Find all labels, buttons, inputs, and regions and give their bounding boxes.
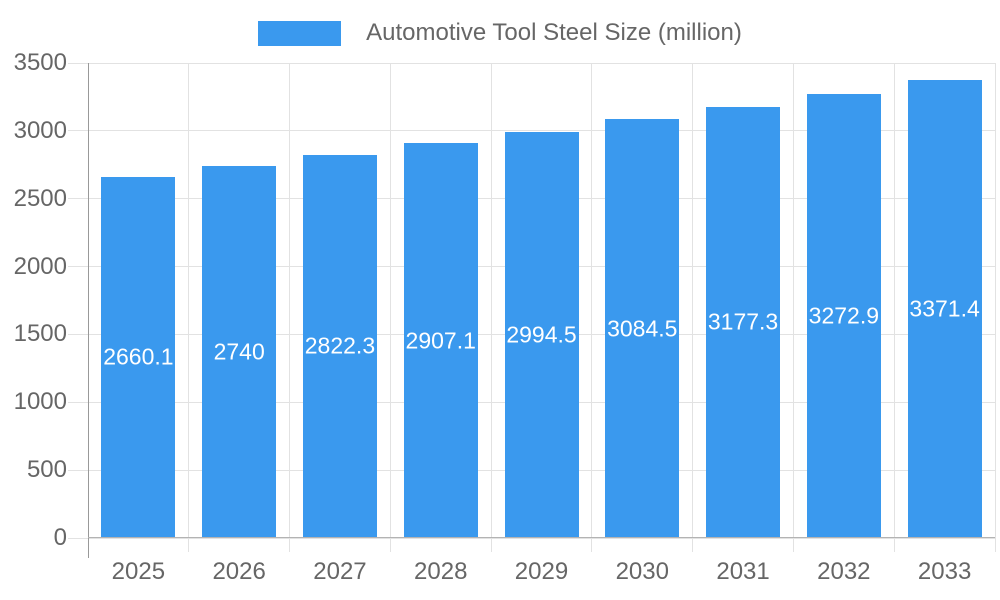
y-axis-tick-label: 1500: [13, 320, 67, 348]
x-axis-tick-label: 2028: [414, 558, 468, 585]
x-gridline: [994, 63, 996, 552]
legend-label[interactable]: Automotive Tool Steel Size (million): [366, 19, 742, 46]
bar[interactable]: [101, 176, 176, 538]
x-gridline: [188, 63, 190, 552]
x-axis-tick-label: 2027: [313, 558, 367, 585]
x-gridline: [591, 63, 593, 552]
y-axis-tick-label: 2000: [13, 252, 67, 280]
y-gridline: [68, 62, 995, 64]
bar-value-label: 2660.1: [103, 343, 174, 370]
x-axis-tick-label: 2033: [917, 558, 972, 585]
bar[interactable]: [504, 131, 579, 538]
y-axis-line: [88, 63, 89, 558]
x-axis-tick-label: 2031: [716, 558, 770, 585]
bar-value-label: 2822.3: [304, 332, 376, 359]
x-gridline: [792, 63, 794, 552]
y-axis-tick-label: 500: [26, 456, 67, 484]
x-gridline: [692, 63, 694, 552]
x-gridline: [893, 63, 895, 552]
x-axis-tick-label: 2030: [615, 558, 669, 585]
bar[interactable]: [706, 106, 781, 538]
y-gridline: [68, 130, 995, 132]
x-gridline: [490, 63, 492, 552]
x-gridline: [289, 63, 291, 552]
y-axis-tick-label: 1000: [13, 388, 67, 416]
bar[interactable]: [403, 143, 478, 538]
bar-value-label: 3177.3: [707, 308, 779, 335]
x-axis-line: [88, 537, 995, 538]
bar-value-label: 3084.5: [607, 315, 678, 342]
bar-value-label: 2994.5: [506, 321, 577, 348]
y-axis-tick-label: 2500: [13, 184, 67, 212]
y-gridline: [68, 537, 995, 539]
bar[interactable]: [302, 154, 377, 538]
bar-value-label: 3272.9: [808, 302, 880, 329]
legend-swatch[interactable]: [258, 20, 342, 46]
bar-value-label: 2740: [213, 338, 265, 365]
bar-value-label: 2907.1: [405, 327, 476, 354]
x-axis-tick-label: 2032: [817, 558, 871, 585]
x-axis-tick-label: 2026: [212, 558, 266, 585]
plot-area: 0 500 1000 1500 2000 2500 3000 3500 2660.1 2025 27…: [14, 49, 996, 585]
x-axis-tick-label: 2025: [111, 558, 166, 585]
bar[interactable]: [605, 119, 680, 538]
bar[interactable]: [202, 166, 277, 538]
y-axis-tick-label: 3000: [13, 116, 67, 144]
bar[interactable]: [806, 93, 881, 538]
bar[interactable]: [907, 80, 982, 538]
x-gridline: [389, 63, 391, 552]
chart-legend[interactable]: Automotive Tool Steel Size (million): [0, 19, 1000, 47]
x-axis-tick-label: 2029: [514, 558, 569, 585]
y-axis-tick-label: 3500: [13, 49, 67, 76]
y-axis-tick-label: 0: [53, 524, 67, 551]
bar-value-label: 3371.4: [909, 295, 980, 322]
